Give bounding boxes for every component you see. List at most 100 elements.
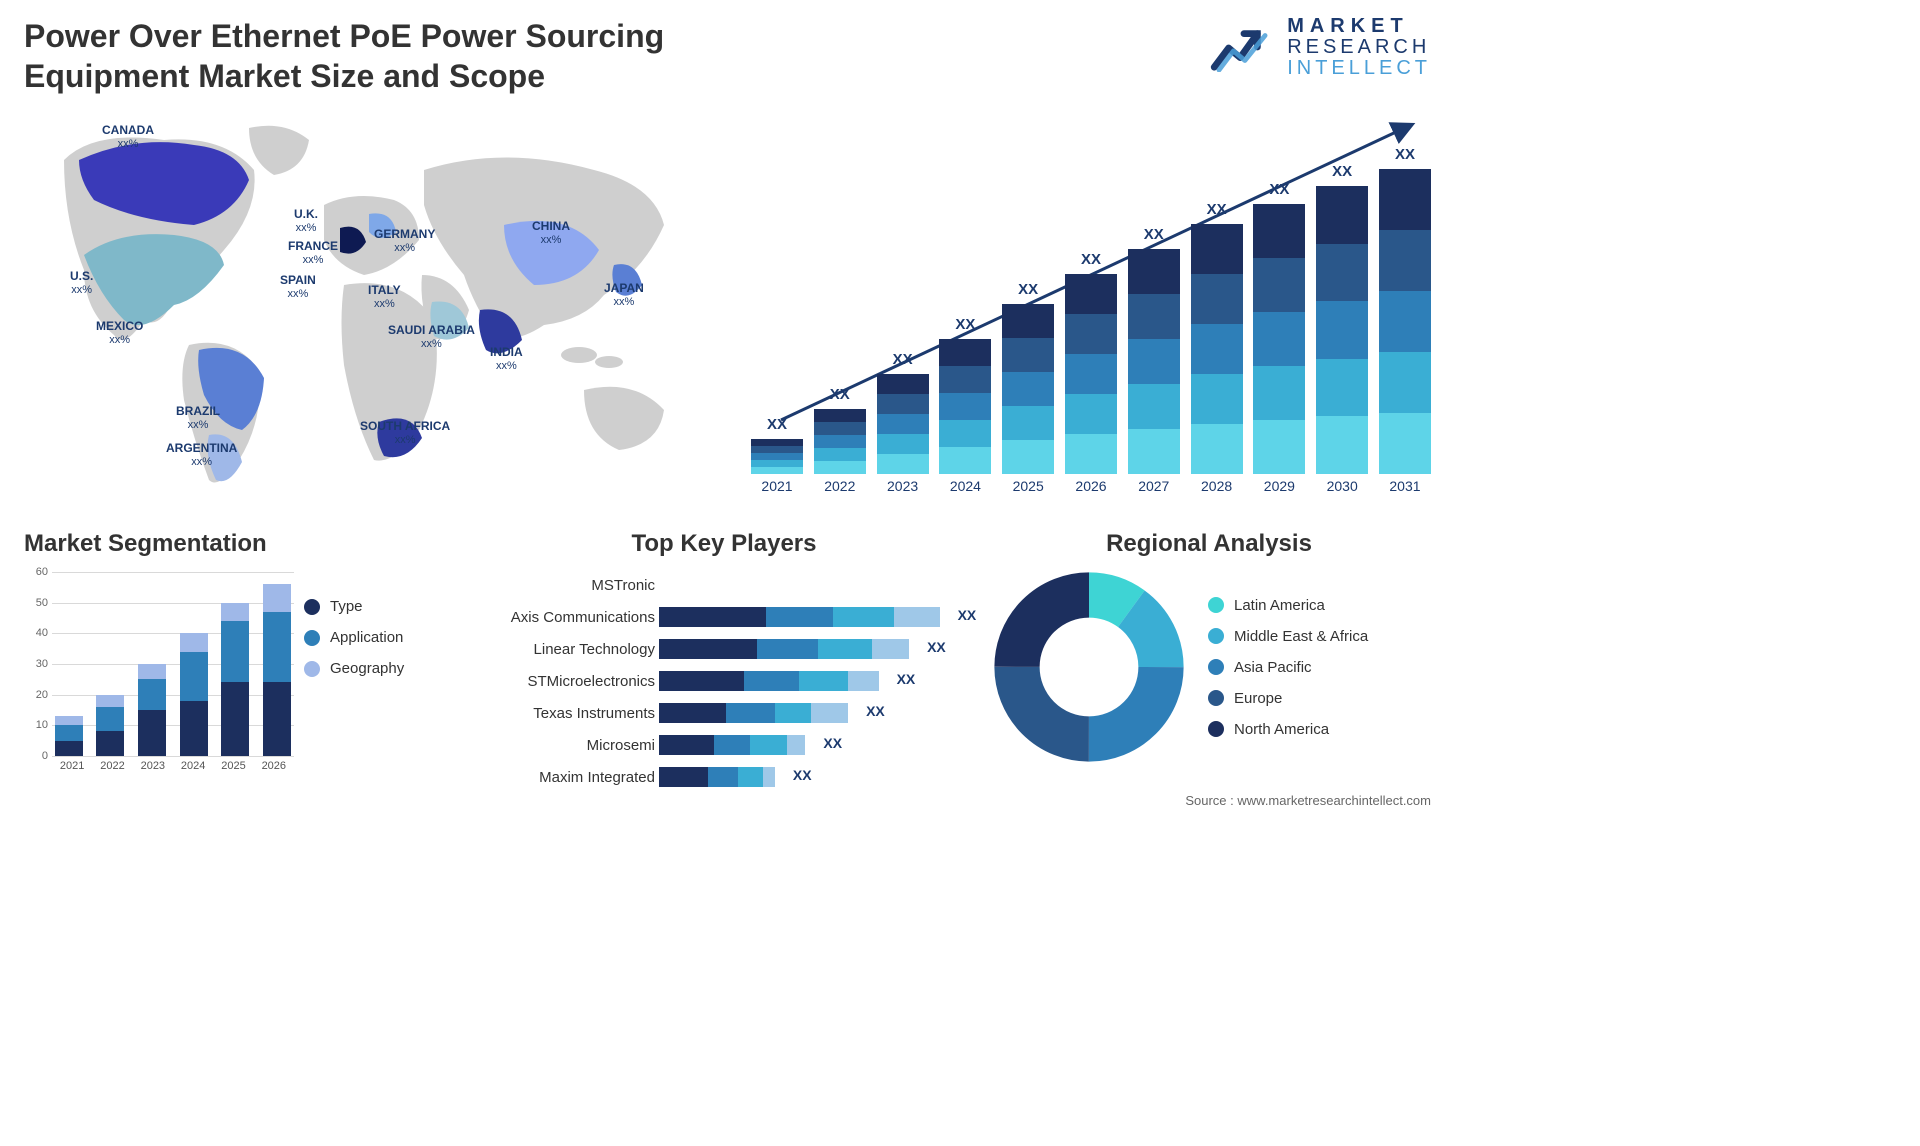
growth-bar-2025: XX [1002,281,1054,474]
key-player-name: Axis Communications [484,609,659,626]
growth-bar-2027: XX [1128,226,1180,474]
key-player-name: Linear Technology [484,641,659,658]
source-text: Source : www.marketresearchintellect.com [1185,793,1431,808]
seg-ytick: 20 [24,689,48,701]
seg-ytick: 10 [24,719,48,731]
growth-bar-2023: XX [877,351,929,474]
growth-bar-label: XX [1207,201,1227,218]
seg-bar-2025 [221,603,249,756]
logo-text-2: RESEARCH [1287,37,1431,58]
seg-ytick: 30 [24,658,48,670]
reg-legend-middle-east-africa: Middle East & Africa [1208,628,1368,645]
key-player-value: XX [897,671,916,687]
map-label-u.k.: U.K.xx% [294,208,318,234]
reg-legend-europe: Europe [1208,690,1368,707]
seg-ytick: 50 [24,597,48,609]
map-label-france: FRANCExx% [288,240,338,266]
growth-bar-label: XX [1018,281,1038,298]
seg-xaxis-label: 2026 [262,760,286,772]
regional-title: Regional Analysis [994,530,1424,558]
key-player-name: Maxim Integrated [484,769,659,786]
seg-legend-type: Type [304,598,454,615]
growth-bar-label: XX [1395,146,1415,163]
reg-legend-north-america: North America [1208,721,1368,738]
growth-bar-label: XX [1144,226,1164,243]
page-title: Power Over Ethernet PoE Power Sourcing E… [24,16,824,96]
key-player-name: STMicroelectronics [484,673,659,690]
seg-bar-2024 [180,633,208,756]
map-label-brazil: BRAZILxx% [176,405,220,431]
map-label-italy: ITALYxx% [368,284,401,310]
seg-xaxis-label: 2021 [60,760,84,772]
regional-panel: Regional Analysis Latin America Middle Ea… [994,530,1424,780]
key-player-value: XX [793,767,812,783]
reg-legend-asia-pacific: Asia Pacific [1208,659,1368,676]
seg-ytick: 60 [24,566,48,578]
map-label-mexico: MEXICOxx% [96,320,143,346]
logo-icon [1209,24,1277,72]
map-label-spain: SPAINxx% [280,274,316,300]
map-label-japan: JAPANxx% [604,282,644,308]
growth-bar-2030: XX [1316,163,1368,474]
key-row-maxim-integrated: Maxim Integrated XX [484,764,964,790]
seg-bar-2021 [55,716,83,756]
growth-bar-label: XX [1332,163,1352,180]
segmentation-panel: Market Segmentation 0102030405060 202120… [24,530,454,780]
reg-legend-latin-america: Latin America [1208,597,1368,614]
growth-xaxis-label: 2022 [814,478,866,500]
logo-text-3: INTELLECT [1287,58,1431,79]
seg-xaxis-label: 2024 [181,760,205,772]
key-player-name: Microsemi [484,737,659,754]
map-label-india: INDIAxx% [490,346,523,372]
segmentation-chart: 0102030405060 202120222023202420252026 T… [24,572,454,772]
seg-bar-2026 [263,584,291,756]
map-label-south-africa: SOUTH AFRICAxx% [360,420,450,446]
key-row-linear-technology: Linear Technology XX [484,636,964,662]
growth-bar-2024: XX [939,316,991,474]
logo-text-1: MARKET [1287,16,1431,37]
map-label-germany: GERMANYxx% [374,228,435,254]
seg-bar-2022 [96,695,124,756]
world-map: CANADAxx%U.S.xx%MEXICOxx%BRAZILxx%ARGENT… [24,110,704,500]
growth-bar-label: XX [1269,181,1289,198]
growth-xaxis-label: 2031 [1379,478,1431,500]
key-row-axis-communications: Axis CommunicationsXX [484,604,964,630]
growth-bar-2029: XX [1253,181,1305,474]
growth-xaxis-label: 2029 [1253,478,1305,500]
growth-xaxis-label: 2021 [751,478,803,500]
growth-bar-label: XX [955,316,975,333]
growth-xaxis-label: 2024 [939,478,991,500]
logo: MARKET RESEARCH INTELLECT [1209,16,1431,79]
seg-xaxis-label: 2022 [100,760,124,772]
key-player-name: Texas Instruments [484,705,659,722]
key-players-title: Top Key Players [484,530,964,558]
key-player-value: XX [927,639,946,655]
map-label-canada: CANADAxx% [102,124,154,150]
key-row-texas-instruments: Texas Instruments XX [484,700,964,726]
map-label-saudi-arabia: SAUDI ARABIAxx% [388,324,475,350]
seg-legend-geography: Geography [304,660,454,677]
growth-xaxis-label: 2023 [877,478,929,500]
growth-bar-2022: XX [814,386,866,474]
key-player-value: XX [958,607,977,623]
key-row-microsemi: Microsemi XX [484,732,964,758]
key-player-value: XX [823,735,842,751]
seg-legend-application: Application [304,629,454,646]
seg-xaxis-label: 2025 [221,760,245,772]
growth-bar-label: XX [767,416,787,433]
growth-bar-2028: XX [1191,201,1243,474]
seg-bar-2023 [138,664,166,756]
growth-bar-label: XX [830,386,850,403]
key-player-name: MSTronic [484,577,659,594]
key-players-panel: Top Key Players MSTronic Axis Communicati… [484,530,964,780]
key-player-value: XX [866,703,885,719]
key-row-stmicroelectronics: STMicroelectronics XX [484,668,964,694]
growth-bar-label: XX [893,351,913,368]
growth-xaxis-label: 2027 [1128,478,1180,500]
seg-ytick: 40 [24,627,48,639]
growth-xaxis-label: 2030 [1316,478,1368,500]
map-label-china: CHINAxx% [532,220,570,246]
growth-chart: XX XX XX XX XX XX XX XX XX XX XX 2021 2022 2023 2024 2… [751,110,1431,500]
growth-bar-label: XX [1081,251,1101,268]
growth-xaxis-label: 2028 [1191,478,1243,500]
